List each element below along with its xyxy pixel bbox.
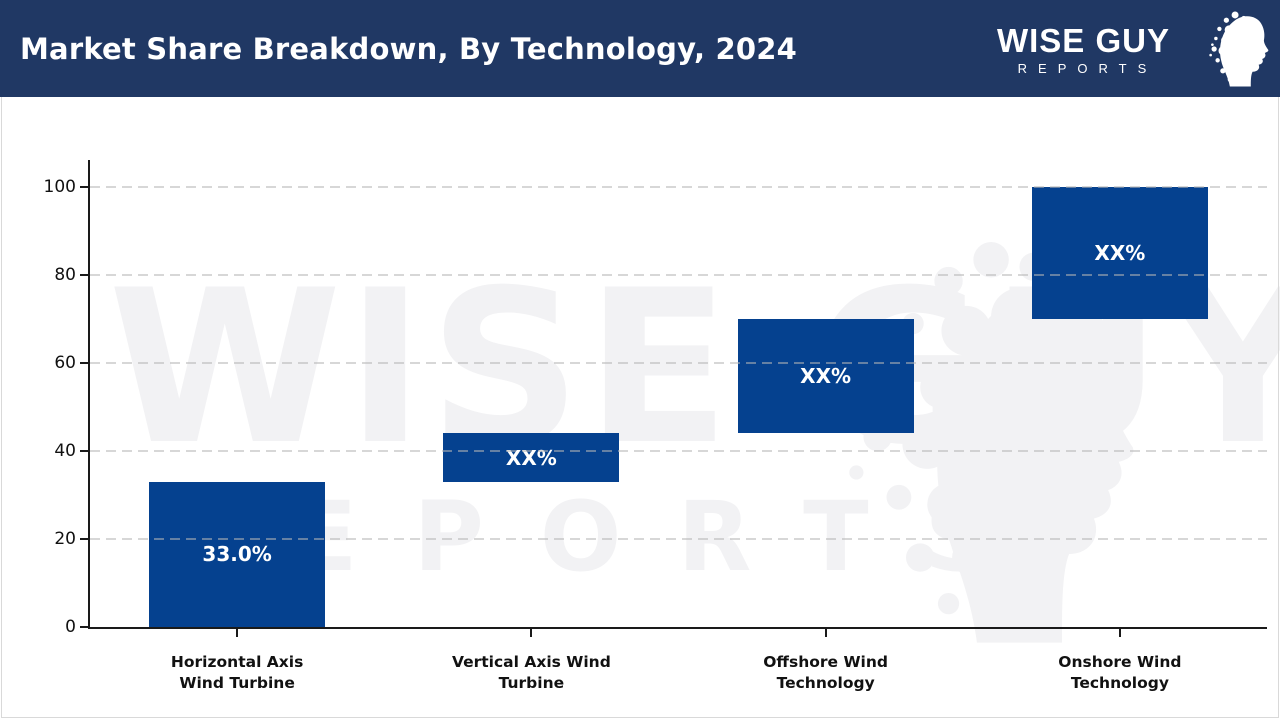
x-category-label-4: Onshore Wind Technology <box>1058 652 1182 693</box>
gridline-100 <box>90 186 1267 188</box>
bar-segment-2: XX% <box>443 433 620 482</box>
x-tick-mark-1 <box>236 629 239 637</box>
y-tick-label-20: 20 <box>54 529 76 549</box>
y-tick-mark-20 <box>80 538 88 540</box>
chart-canvas: WISE GUY REPORTS 0 20 40 60 80 100 33.0% Horizo… <box>0 97 1280 720</box>
x-category-label-2: Vertical Axis Wind Turbine <box>451 652 611 693</box>
gridline-80 <box>90 274 1267 276</box>
gridline-60 <box>90 362 1267 364</box>
x-category-label-3: Offshore Wind Technology <box>763 652 888 693</box>
y-tick-mark-100 <box>80 186 88 188</box>
y-tick-label-60: 60 <box>54 353 76 373</box>
logo-text: WISE GUY REPORTS <box>997 24 1170 75</box>
y-tick-label-80: 80 <box>54 265 76 285</box>
bar-value-label: XX% <box>800 364 852 389</box>
y-tick-label-40: 40 <box>54 441 76 461</box>
x-category-label-1: Horizontal Axis Wind Turbine <box>170 652 304 693</box>
plot-area: 0 20 40 60 80 100 33.0% Horizontal Axis Wind Tu… <box>44 160 1267 692</box>
y-tick-label-0: 0 <box>65 617 76 637</box>
bar-value-label: 33.0% <box>202 542 272 567</box>
logo-face-icon <box>1209 11 1269 87</box>
bar-segment-4: XX% <box>1031 187 1208 319</box>
bar-segment-3: XX% <box>737 319 914 434</box>
bar-value-label: XX% <box>505 445 557 470</box>
wise-guy-reports-logo: WISE GUY REPORTS <box>997 4 1270 94</box>
y-tick-mark-40 <box>80 450 88 452</box>
page-title: Market Share Breakdown, By Technology, 2… <box>20 31 798 66</box>
x-tick-mark-4 <box>1118 629 1121 637</box>
y-tick-label-100: 100 <box>43 177 76 197</box>
y-tick-mark-0 <box>80 626 88 628</box>
y-tick-mark-60 <box>80 362 88 364</box>
logo-wordmark: WISE GUY <box>996 21 1170 59</box>
bar-segment-1: 33.0% <box>149 481 326 627</box>
x-tick-mark-3 <box>824 629 827 637</box>
bar-value-label: XX% <box>1094 241 1146 265</box>
gridline-40 <box>90 450 1267 452</box>
y-tick-mark-80 <box>80 274 88 276</box>
x-tick-mark-2 <box>530 629 533 637</box>
gridline-20 <box>90 538 1267 540</box>
logo-subtitle: REPORTS <box>1017 60 1158 76</box>
header-bar: Market Share Breakdown, By Technology, 2… <box>0 0 1280 97</box>
